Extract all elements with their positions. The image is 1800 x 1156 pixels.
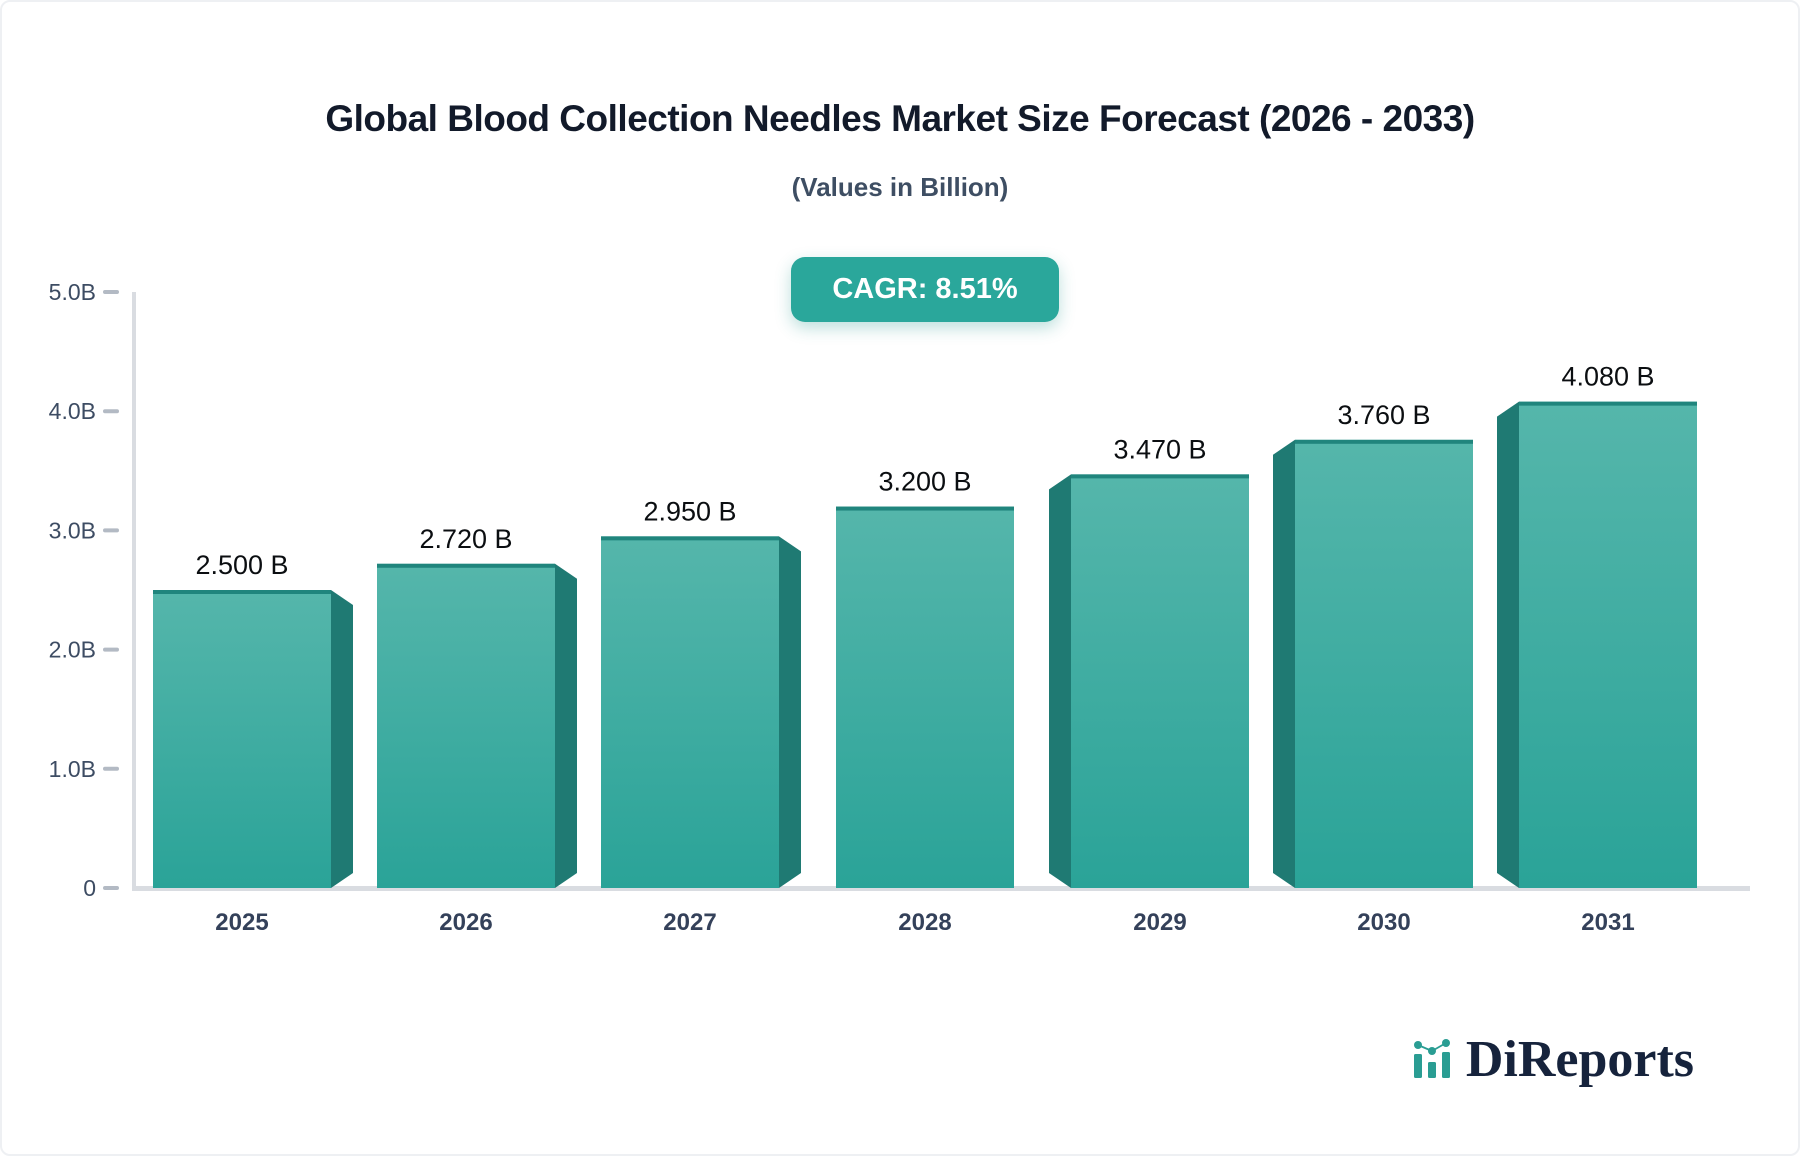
cagr-badge: CAGR: 8.51% bbox=[791, 257, 1059, 322]
y-tick-dash bbox=[103, 290, 119, 294]
x-tick-label: 2031 bbox=[1581, 909, 1634, 936]
bar-value-label: 2.720 B bbox=[419, 524, 512, 554]
bar-top-edge bbox=[1071, 474, 1249, 479]
y-tick-label: 2.0B bbox=[49, 637, 96, 663]
bar-2028: 3.200 B 2028 bbox=[836, 467, 1014, 936]
y-tick-label: 3.0B bbox=[49, 517, 96, 543]
x-tick-label: 2028 bbox=[898, 909, 951, 936]
bar-front-face bbox=[1519, 401, 1697, 888]
bar-value-label: 3.760 B bbox=[1337, 400, 1430, 430]
bar-value-label: 2.950 B bbox=[643, 496, 736, 526]
x-tick-label: 2026 bbox=[439, 909, 492, 936]
bar-2031: 4.080 B 2031 bbox=[1497, 362, 1697, 936]
y-tick-dash bbox=[103, 766, 119, 771]
bar-value-label: 4.080 B bbox=[1561, 362, 1654, 392]
y-tick-dash bbox=[103, 528, 119, 533]
bar-top-edge bbox=[601, 536, 779, 541]
bar-side-face bbox=[1497, 401, 1519, 888]
y-tick-label: 5.0B bbox=[49, 279, 96, 305]
chart-subtitle: (Values in Billion) bbox=[791, 172, 1009, 202]
bar-top-edge bbox=[153, 590, 331, 594]
x-axis-line bbox=[132, 886, 1750, 891]
bar-top-edge bbox=[1519, 401, 1697, 406]
y-tick-dash bbox=[103, 647, 119, 652]
bar-side-face bbox=[555, 563, 577, 888]
bar-2027: 2.950 B 2027 bbox=[601, 496, 801, 936]
x-tick-label: 2030 bbox=[1357, 909, 1410, 936]
bar-value-label: 2.500 B bbox=[195, 550, 288, 580]
y-tick-dash bbox=[103, 409, 119, 414]
bar-2029: 3.470 B 2029 bbox=[1049, 434, 1249, 936]
x-tick-label: 2029 bbox=[1133, 909, 1186, 936]
bar-side-face bbox=[1049, 474, 1071, 888]
brand-name: DiReports bbox=[1465, 1031, 1694, 1088]
y-tick-dash bbox=[103, 886, 119, 890]
bar-front-face bbox=[377, 563, 555, 888]
bar-value-label: 3.470 B bbox=[1113, 434, 1206, 464]
bar-front-face bbox=[836, 506, 1014, 888]
bar-2030: 3.760 B 2030 bbox=[1273, 400, 1473, 936]
cagr-badge-label: CAGR: 8.51% bbox=[832, 273, 1018, 305]
bar-2025: 2.500 B 2025 bbox=[153, 550, 353, 936]
y-tick-label: 4.0B bbox=[49, 398, 96, 424]
bar-value-label: 3.200 B bbox=[878, 467, 971, 497]
bar-chart-logo-icon bbox=[1413, 1039, 1450, 1078]
bar-top-edge bbox=[377, 563, 555, 568]
bar-2026: 2.720 B 2026 bbox=[377, 524, 577, 936]
bar-front-face bbox=[1071, 474, 1249, 888]
bar-side-face bbox=[331, 590, 353, 888]
bar-front-face bbox=[153, 590, 331, 888]
bar-top-edge bbox=[1295, 439, 1473, 444]
bar-top-edge bbox=[836, 506, 1014, 511]
y-tick-label: 0 bbox=[83, 875, 96, 901]
bar-side-face bbox=[1273, 439, 1295, 888]
y-tick-label: 1.0B bbox=[49, 756, 96, 782]
y-axis-line bbox=[132, 292, 136, 890]
x-tick-label: 2027 bbox=[663, 909, 716, 936]
brand-logo: DiReports bbox=[1412, 1034, 1694, 1086]
bar-side-face bbox=[779, 536, 801, 888]
bar-front-face bbox=[1295, 439, 1473, 888]
chart-title: Global Blood Collection Needles Market S… bbox=[325, 98, 1475, 139]
x-tick-label: 2025 bbox=[215, 909, 268, 936]
bar-front-face bbox=[601, 536, 779, 888]
